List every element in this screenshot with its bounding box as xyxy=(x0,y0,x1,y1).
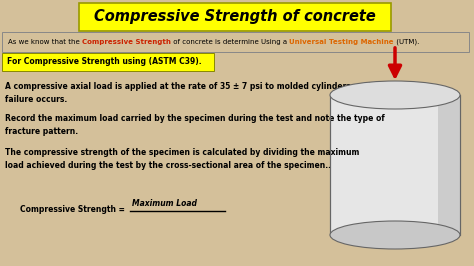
Text: (UTM).: (UTM). xyxy=(394,39,419,45)
Bar xyxy=(330,95,460,235)
FancyBboxPatch shape xyxy=(2,32,469,52)
Text: of concrete is determine Using a: of concrete is determine Using a xyxy=(171,39,289,45)
Text: Compressive Strength of concrete: Compressive Strength of concrete xyxy=(94,10,376,24)
Text: For Compressive Strength using (ASTM C39).: For Compressive Strength using (ASTM C39… xyxy=(7,57,201,66)
Text: Compressive Strength =: Compressive Strength = xyxy=(20,206,128,214)
Text: Compressive Strength: Compressive Strength xyxy=(82,39,171,45)
Text: A compressive axial load is applied at the rate of 35 ± 7 psi to molded cylinder: A compressive axial load is applied at t… xyxy=(5,82,374,103)
FancyBboxPatch shape xyxy=(79,3,391,31)
FancyBboxPatch shape xyxy=(2,53,214,71)
Text: Maximum Load: Maximum Load xyxy=(132,200,197,209)
Bar xyxy=(438,95,460,235)
Text: Record the maximum load carried by the specimen during the test and note the typ: Record the maximum load carried by the s… xyxy=(5,114,385,135)
Text: Universal Testing Machine: Universal Testing Machine xyxy=(289,39,394,45)
Ellipse shape xyxy=(330,81,460,109)
Text: As we know that the: As we know that the xyxy=(8,39,82,45)
Text: The compressive strength of the specimen is calculated by dividing the maximum
l: The compressive strength of the specimen… xyxy=(5,148,359,169)
Ellipse shape xyxy=(330,221,460,249)
